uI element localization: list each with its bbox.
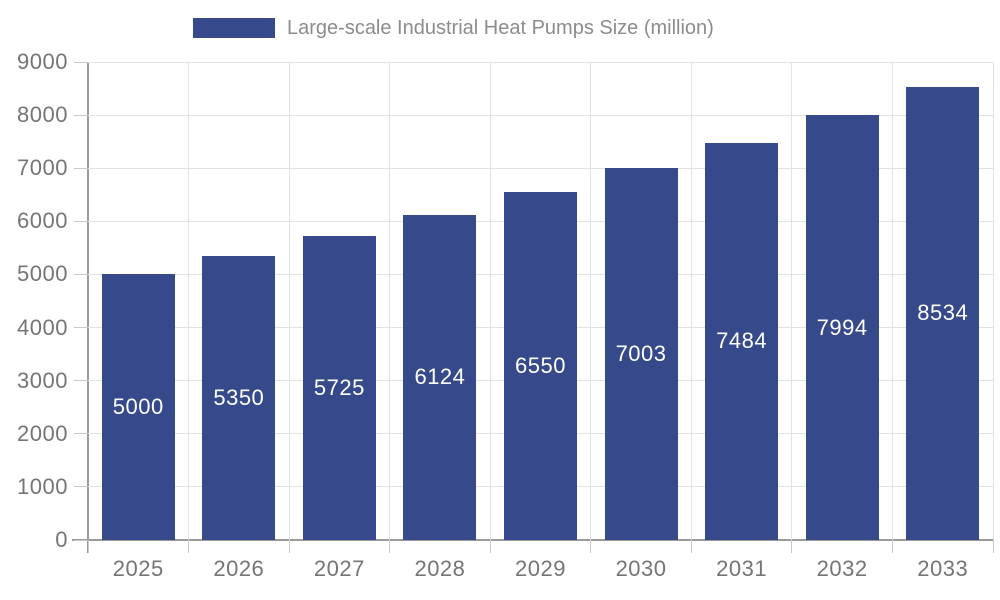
gridline-vertical (188, 62, 190, 540)
y-axis-tick-label: 4000 (17, 314, 68, 340)
x-axis-tick (690, 540, 692, 553)
legend[interactable]: Large-scale Industrial Heat Pumps Size (… (193, 14, 714, 42)
bar-value-label: 5000 (112, 394, 164, 420)
bar-value-label: 8534 (917, 300, 969, 326)
x-axis-tick-label: 2027 (313, 556, 365, 581)
gridline-horizontal (88, 114, 993, 116)
bar[interactable]: 5725 (302, 235, 376, 540)
x-axis-tick-label: 2031 (716, 556, 768, 581)
y-axis-tick (74, 167, 88, 169)
y-axis-tick-label: 5000 (17, 261, 68, 287)
gridline-horizontal (88, 167, 993, 169)
y-axis-line (87, 62, 89, 553)
x-axis-tick (791, 540, 793, 553)
bar-value-label: 7484 (716, 328, 768, 354)
x-axis-tick (891, 540, 893, 553)
plot-area: 0 1000 2000 3000 4000 5000 6000 7000 8000 9000 500… (17, 49, 994, 581)
y-axis-tick (74, 114, 88, 116)
bar[interactable]: 5000 (101, 274, 175, 540)
x-axis-line (72, 539, 993, 541)
bar[interactable]: 7484 (705, 142, 779, 540)
x-axis-tick-label: 2028 (414, 556, 466, 581)
y-axis-tick-label: 1000 (17, 473, 68, 499)
bar-value-label: 7994 (816, 314, 868, 340)
y-axis-tick-label: 2000 (17, 420, 68, 446)
gridline-vertical (288, 62, 290, 540)
y-axis-tick-label: 6000 (17, 208, 68, 234)
bar[interactable]: 7003 (604, 168, 678, 540)
x-axis-tick (389, 540, 391, 553)
x-axis-tick (87, 540, 89, 553)
x-axis-tick (489, 540, 491, 553)
bar[interactable]: 6124 (403, 214, 477, 540)
y-axis-tick-label: 8000 (17, 102, 68, 128)
y-axis-tick (74, 61, 88, 63)
x-axis-tick (188, 540, 190, 553)
x-axis-tick (590, 540, 592, 553)
y-axis-tick (74, 433, 88, 435)
y-axis-tick-label: 9000 (17, 49, 68, 74)
y-axis-tick (74, 220, 88, 222)
gridline-vertical (791, 62, 793, 540)
x-axis-tick-label: 2029 (515, 556, 566, 581)
bar-value-label: 7003 (615, 341, 667, 367)
y-axis-tick-label: 3000 (17, 367, 68, 393)
bar[interactable]: 7994 (805, 115, 879, 540)
gridline-vertical (389, 62, 391, 540)
x-axis-tick-label: 2033 (917, 556, 969, 581)
bar-value-label: 6124 (414, 364, 466, 390)
y-axis-tick-label: 7000 (17, 155, 68, 181)
x-axis-tick-label: 2030 (615, 556, 667, 581)
y-axis-tick (74, 327, 88, 329)
x-axis-tick (992, 540, 994, 553)
bar[interactable]: 5350 (202, 255, 276, 540)
x-axis-tick (288, 540, 290, 553)
y-axis-tick (74, 273, 88, 275)
y-axis-tick (74, 539, 88, 541)
gridline-vertical (690, 62, 692, 540)
bar[interactable]: 6550 (504, 192, 577, 540)
gridline-vertical (992, 62, 994, 540)
bar-value-label: 6550 (515, 353, 566, 379)
x-axis-tick-label: 2032 (816, 556, 868, 581)
gridline-vertical (489, 62, 491, 540)
gridline-vertical (891, 62, 893, 540)
bar-value-label: 5725 (313, 374, 365, 400)
y-axis-tick-label: 0 (55, 527, 68, 552)
y-axis-tick (74, 486, 88, 488)
gridline-horizontal (88, 61, 993, 63)
gridline-vertical (590, 62, 592, 540)
legend-swatch-icon (193, 18, 275, 38)
bar[interactable]: 8534 (906, 86, 980, 540)
x-axis-tick-label: 2026 (213, 556, 265, 581)
x-axis-tick-label: 2025 (112, 556, 164, 581)
legend-label: Large-scale Industrial Heat Pumps Size (… (287, 16, 714, 39)
bar-value-label: 5350 (213, 384, 265, 410)
y-axis-tick (74, 380, 88, 382)
